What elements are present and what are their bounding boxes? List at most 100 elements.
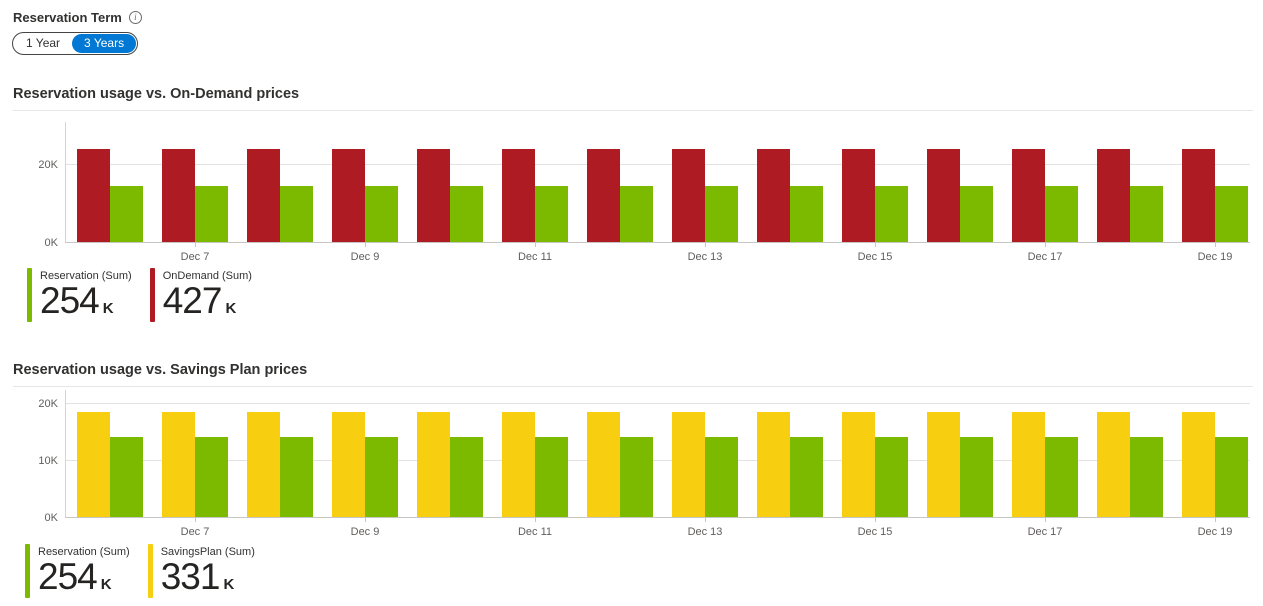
x-tick-label: Dec 11 [517,251,553,263]
legend-label: SavingsPlan (Sum) [160,546,255,558]
bar-ondemand-dec-15[interactable] [842,149,875,243]
bar-reservation-dec-7[interactable] [195,437,228,518]
legend-item-reservation: Reservation (Sum) 254 K [25,544,130,598]
x-tick [535,518,536,522]
bar-savingsplan-dec-9[interactable] [332,412,365,518]
bar-reservation-dec-12[interactable] [620,437,653,518]
bar-reservation-dec-19[interactable] [1215,186,1248,243]
bar-reservation-dec-16[interactable] [960,186,993,243]
bar-savingsplan-dec-16[interactable] [927,412,960,518]
x-tick [1215,243,1216,247]
bar-ondemand-dec-12[interactable] [587,149,620,243]
bar-reservation-dec-6[interactable] [110,437,143,518]
bar-savingsplan-dec-19[interactable] [1182,412,1215,518]
x-tick-label: Dec 13 [687,526,723,538]
y-tick-label: 20K [38,159,58,171]
y-tick-label: 0K [44,512,58,524]
bar-ondemand-dec-13[interactable] [672,149,705,243]
bar-reservation-dec-16[interactable] [960,437,993,518]
legend-unit: K [102,300,114,317]
bar-reservation-dec-19[interactable] [1215,437,1248,518]
legend-number: 427 [162,280,223,321]
gridline [65,164,1250,165]
legend-unit: K [225,300,237,317]
legend-color-bar [25,544,30,598]
bar-reservation-dec-15[interactable] [875,186,908,243]
legend-label: Reservation (Sum) [40,270,132,282]
y-tick-label: 0K [44,237,58,249]
bar-savingsplan-dec-10[interactable] [417,412,450,518]
x-tick-label: Dec 19 [1197,251,1233,263]
bar-savingsplan-dec-18[interactable] [1097,412,1130,518]
bar-ondemand-dec-14[interactable] [757,149,790,243]
reservation-term-toggle[interactable]: 1 Year 3 Years [12,32,139,55]
legend-color-bar [27,268,32,322]
x-tick [195,243,196,247]
savingsplan-chart-plot: 20K 10K 0K Dec 7 Dec 9 Dec 11 Dec 13 Dec 15 Dec … [38,390,1250,538]
bar-reservation-dec-14[interactable] [790,437,823,518]
bar-savingsplan-dec-13[interactable] [672,412,705,518]
bar-reservation-dec-12[interactable] [620,186,653,243]
bar-reservation-dec-17[interactable] [1045,437,1078,518]
x-tick [705,243,706,247]
bar-ondemand-dec-16[interactable] [927,149,960,243]
x-tick [365,243,366,247]
bar-savingsplan-dec-14[interactable] [757,412,790,518]
legend-item-ondemand: OnDemand (Sum) 427 K [149,268,252,322]
legend-item-savingsplan: SavingsPlan (Sum) 331 K [147,544,255,598]
x-tick-label: Dec 17 [1027,526,1063,538]
legend-color-bar [149,268,155,322]
bar-reservation-dec-9[interactable] [365,437,398,518]
bar-reservation-dec-13[interactable] [705,437,738,518]
toggle-option-3-years[interactable]: 3 Years [72,34,137,53]
toggle-option-1-year[interactable]: 1 Year [26,36,61,50]
bar-reservation-dec-9[interactable] [365,186,398,243]
bar-ondemand-dec-6[interactable] [77,149,110,243]
x-tick-label: Dec 15 [857,526,893,538]
legend-color-bar [147,544,153,598]
legend-number: 254 [40,280,100,321]
bar-reservation-dec-14[interactable] [790,186,823,243]
bar-reservation-dec-7[interactable] [195,186,228,243]
bar-ondemand-dec-8[interactable] [247,149,280,243]
bar-reservation-dec-17[interactable] [1045,186,1078,243]
legend-label: Reservation (Sum) [38,546,130,558]
bar-reservation-dec-11[interactable] [535,437,568,518]
legend-value: 254 K [40,280,132,322]
bar-savingsplan-dec-17[interactable] [1012,412,1045,518]
bar-reservation-dec-18[interactable] [1130,186,1163,243]
bar-ondemand-dec-17[interactable] [1012,149,1045,243]
bar-savingsplan-dec-15[interactable] [842,412,875,518]
divider [13,386,1253,387]
bar-ondemand-dec-18[interactable] [1097,149,1130,243]
bar-savingsplan-dec-12[interactable] [587,412,620,518]
bar-savingsplan-dec-11[interactable] [502,412,535,518]
bar-ondemand-dec-19[interactable] [1182,149,1215,243]
bar-reservation-dec-8[interactable] [280,186,313,243]
bar-savingsplan-dec-7[interactable] [162,412,195,518]
bar-reservation-dec-13[interactable] [705,186,738,243]
bar-reservation-dec-11[interactable] [535,186,568,243]
x-tick-label: Dec 7 [180,251,210,263]
ondemand-chart-title: Reservation usage vs. On-Demand prices [13,86,300,102]
bar-reservation-dec-8[interactable] [280,437,313,518]
bar-ondemand-dec-11[interactable] [502,149,535,243]
bar-reservation-dec-18[interactable] [1130,437,1163,518]
x-tick [1045,243,1046,247]
x-tick-label: Dec 19 [1197,526,1233,538]
legend-number: 331 [160,556,221,597]
info-icon[interactable]: i [128,11,142,24]
bar-savingsplan-dec-8[interactable] [247,412,280,518]
bar-reservation-dec-15[interactable] [875,437,908,518]
bar-ondemand-dec-7[interactable] [162,149,195,243]
y-axis-line [65,390,66,518]
bar-reservation-dec-10[interactable] [450,186,483,243]
bar-reservation-dec-6[interactable] [110,186,143,243]
bar-savingsplan-dec-6[interactable] [77,412,110,518]
x-tick [875,518,876,522]
bar-ondemand-dec-9[interactable] [332,149,365,243]
bar-reservation-dec-10[interactable] [450,437,483,518]
bar-ondemand-dec-10[interactable] [417,149,450,243]
savingsplan-chart-title: Reservation usage vs. Savings Plan price… [13,362,308,378]
y-axis-line [65,122,66,243]
